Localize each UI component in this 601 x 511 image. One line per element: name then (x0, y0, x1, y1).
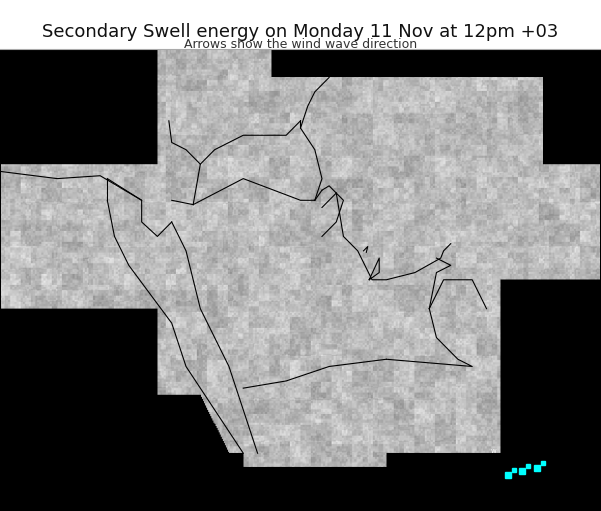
Text: w: w (491, 448, 496, 454)
Text: Arrows show the wind wave direction: Arrows show the wind wave direction (184, 38, 417, 51)
Text: Secondary Swell energy on Monday 11 Nov at 12pm +03: Secondary Swell energy on Monday 11 Nov … (42, 23, 559, 41)
